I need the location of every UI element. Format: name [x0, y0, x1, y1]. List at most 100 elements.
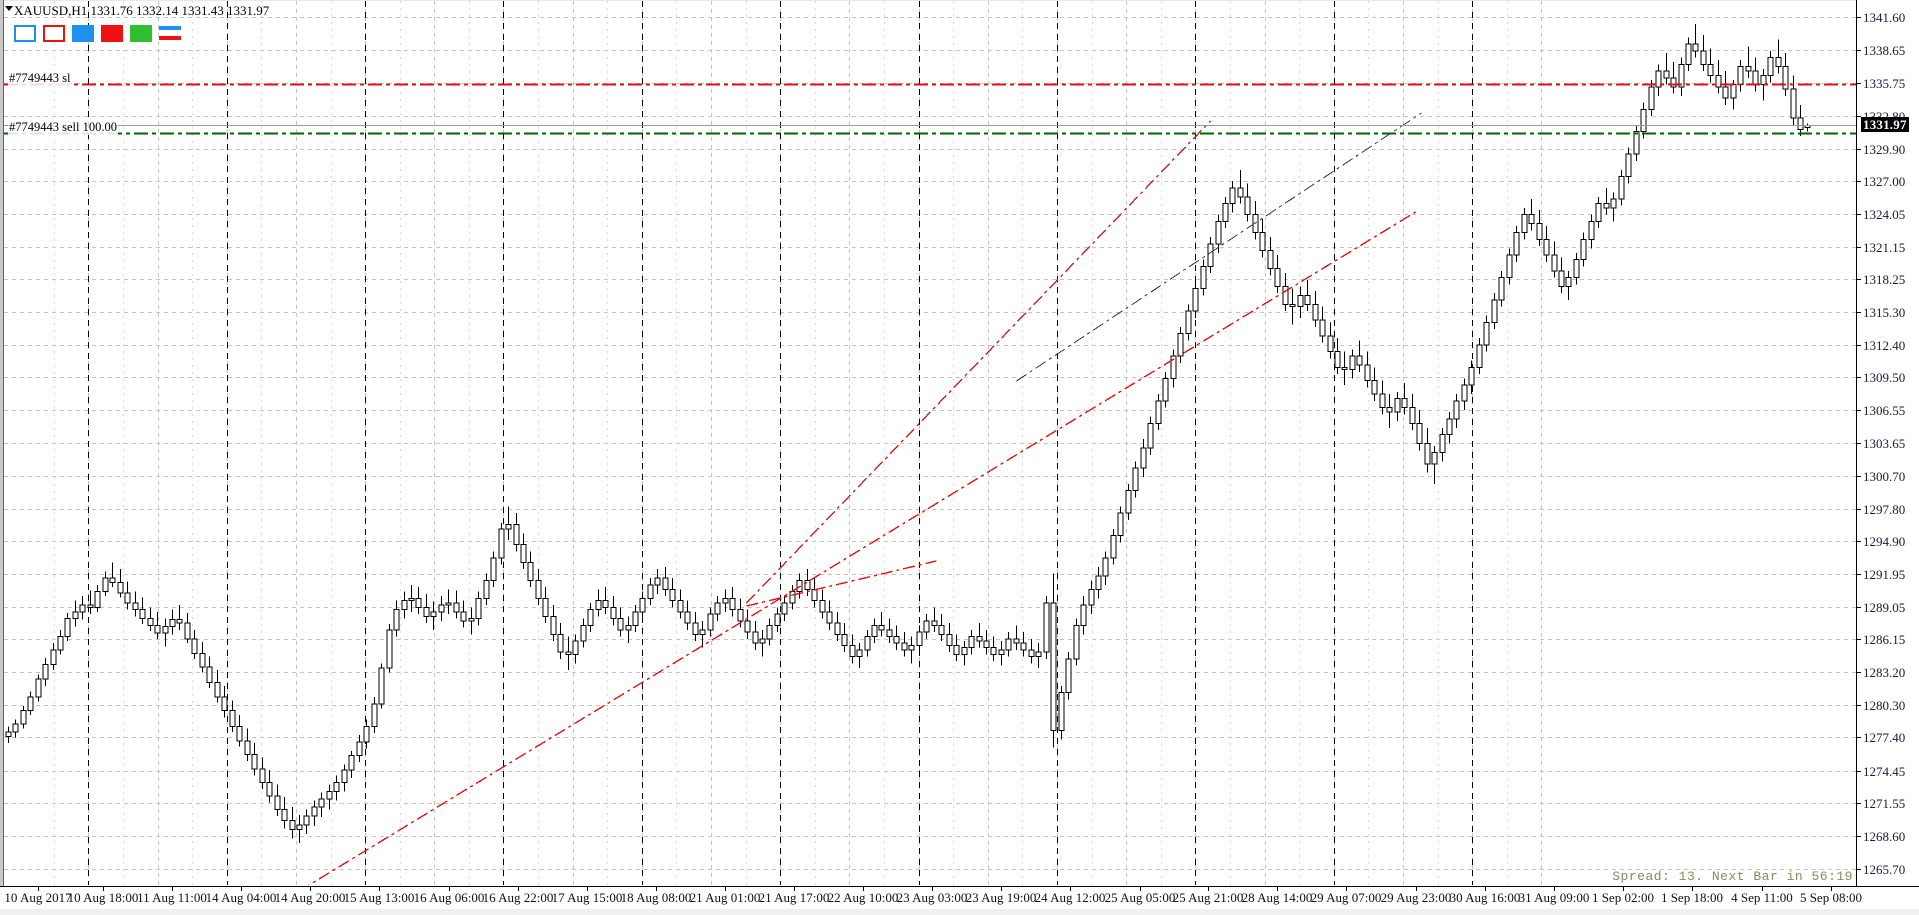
time-tick-label: 14 Aug 20:00 — [274, 890, 346, 905]
bull-candle-outline-blue-swatch[interactable] — [14, 24, 36, 42]
time-tick-label: 5 Sep 08:00 — [1799, 890, 1863, 905]
time-tick-label: 30 Aug 16:00 — [1449, 890, 1521, 905]
day-separator-lines — [87, 1, 1474, 885]
price-tick — [1856, 50, 1861, 51]
order-lines — [4, 83, 1856, 135]
chart-left-axis-line — [3, 0, 4, 886]
time-tick — [449, 887, 450, 891]
chevron-down-icon[interactable] — [5, 6, 13, 11]
time-tick-label: 21 Aug 01:00 — [689, 890, 761, 905]
price-tick — [1856, 345, 1861, 346]
volume-fill-green-swatch[interactable] — [130, 24, 152, 42]
price-tick — [1856, 377, 1861, 378]
time-tick-label: 24 Aug 12:00 — [1034, 890, 1106, 905]
time-tick — [1416, 887, 1417, 891]
price-tick — [1856, 771, 1861, 772]
time-tick-label: 4 Sep 11:00 — [1731, 890, 1793, 905]
window-bottom-border — [0, 909, 1919, 915]
time-tick-label: 31 Aug 09:00 — [1518, 890, 1590, 905]
price-tick — [1856, 869, 1861, 870]
price-tick-label: 1335.75 — [1863, 76, 1906, 91]
time-tick — [1692, 887, 1693, 891]
price-tick-label: 1321.15 — [1863, 240, 1906, 255]
stop-loss-label[interactable]: #7749443 sl — [8, 70, 72, 86]
price-tick-label: 1324.05 — [1863, 207, 1906, 222]
price-tick-label: 1303.65 — [1863, 436, 1906, 451]
price-tick-label: 1306.55 — [1863, 403, 1906, 418]
price-tick-label: 1283.20 — [1863, 665, 1906, 680]
price-tick — [1856, 737, 1861, 738]
time-tick — [103, 887, 104, 891]
time-tick-label: 1 Sep 18:00 — [1660, 890, 1724, 905]
window-top-highlight — [0, 0, 1919, 1]
time-tick-label: 14 Aug 04:00 — [205, 890, 277, 905]
current-price-label: 1331.97 — [1861, 117, 1909, 132]
price-tick — [1856, 574, 1861, 575]
chart-plot-area[interactable] — [4, 1, 1856, 885]
chart-canvas — [4, 1, 1856, 885]
time-tick — [1208, 887, 1209, 891]
price-tick — [1856, 607, 1861, 608]
time-tick — [1831, 887, 1832, 891]
time-tick-label: 11 Aug 11:00 — [137, 890, 207, 905]
price-tick-label: 1265.70 — [1863, 862, 1906, 877]
price-tick — [1856, 17, 1861, 18]
price-tick — [1856, 705, 1861, 706]
price-tick — [1856, 803, 1861, 804]
price-tick — [1856, 181, 1861, 182]
price-tick — [1856, 541, 1861, 542]
price-tick-label: 1274.45 — [1863, 764, 1906, 779]
price-tick — [1856, 214, 1861, 215]
bear-candle-fill-red-swatch[interactable] — [101, 24, 123, 42]
time-tick — [1140, 887, 1141, 891]
page-title: XAUUSD,H1 1331.76 1332.14 1331.43 1331.9… — [14, 3, 270, 18]
time-tick-label: 29 Aug 23:00 — [1380, 890, 1452, 905]
chart-legend — [14, 23, 181, 43]
price-tick-label: 1338.65 — [1863, 43, 1906, 58]
price-tick-label: 1271.55 — [1863, 796, 1906, 811]
time-tick — [1554, 887, 1555, 891]
bull-candle-fill-blue-swatch[interactable] — [72, 24, 94, 42]
time-tick — [1346, 887, 1347, 891]
time-tick-label: 23 Aug 03:00 — [896, 890, 968, 905]
bear-candle-outline-red-swatch[interactable] — [43, 24, 65, 42]
sell-order-label[interactable]: #7749443 sell 100.00 — [8, 120, 118, 136]
channel-upper-trendline — [1016, 112, 1422, 382]
price-tick — [1856, 149, 1861, 150]
time-tick-label: 21 Aug 17:00 — [758, 890, 830, 905]
price-tick-label: 1329.90 — [1863, 142, 1906, 157]
time-tick — [932, 887, 933, 891]
time-tick-label: 23 Aug 19:00 — [965, 890, 1037, 905]
time-tick-label: 16 Aug 22:00 — [482, 890, 554, 905]
time-tick-label: 1 Sep 02:00 — [1591, 890, 1655, 905]
time-tick — [1623, 887, 1624, 891]
price-tick-label: 1341.60 — [1863, 10, 1906, 25]
price-tick — [1856, 279, 1861, 280]
price-tick-label: 1286.15 — [1863, 632, 1906, 647]
price-tick — [1856, 476, 1861, 477]
price-tick — [1856, 312, 1861, 313]
time-tick-label: 10 Aug 18:00 — [67, 890, 139, 905]
time-tick — [379, 887, 380, 891]
price-tick — [1856, 83, 1861, 84]
time-axis[interactable]: 10 Aug 2017 10 Aug 18:00 11 Aug 11:00 14 Au… — [0, 886, 1919, 909]
price-tick — [1856, 639, 1861, 640]
time-tick-label: 22 Aug 10:00 — [827, 890, 899, 905]
time-tick-label: 28 Aug 14:00 — [1241, 890, 1313, 905]
price-tick — [1856, 247, 1861, 248]
price-tick-label: 1300.70 — [1863, 469, 1906, 484]
price-axis[interactable]: 1341.601338.651335.751332.801329.901327.… — [1856, 0, 1919, 886]
time-tick — [1277, 887, 1278, 891]
price-tick — [1856, 836, 1861, 837]
candlestick-series — [5, 23, 1811, 843]
price-tick-label: 1297.80 — [1863, 502, 1906, 517]
price-tick-label: 1327.00 — [1863, 174, 1906, 189]
bid-ask-bars-swatch[interactable] — [159, 24, 181, 42]
price-tick-label: 1315.30 — [1863, 305, 1906, 320]
price-tick — [1856, 443, 1861, 444]
time-tick — [241, 887, 242, 891]
time-tick — [794, 887, 795, 891]
time-tick — [38, 887, 39, 891]
time-tick-label: 25 Aug 21:00 — [1172, 890, 1244, 905]
